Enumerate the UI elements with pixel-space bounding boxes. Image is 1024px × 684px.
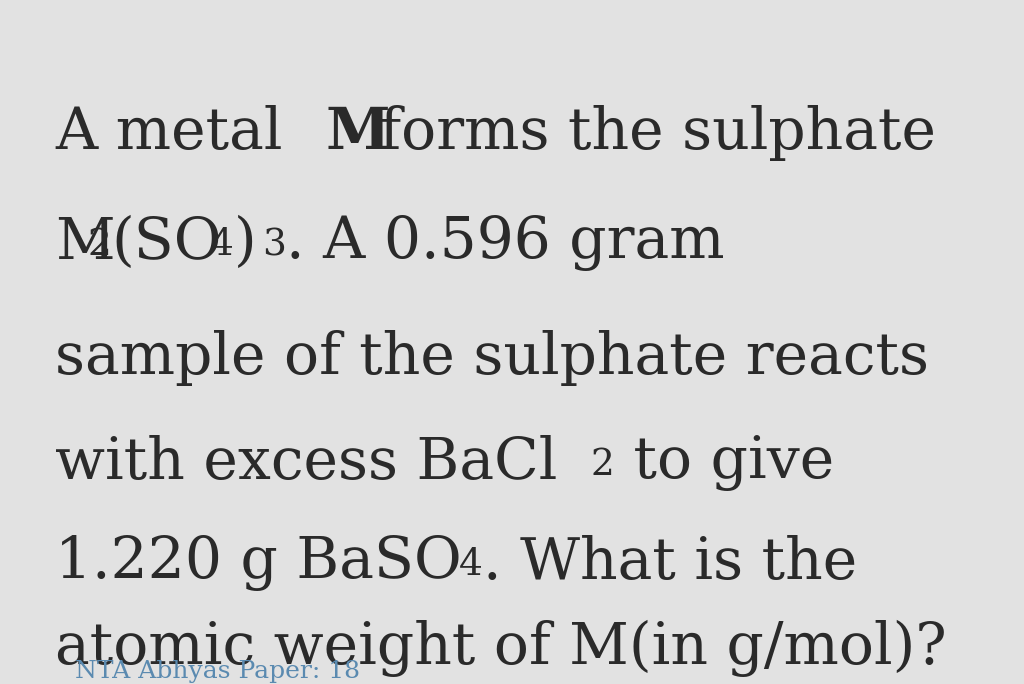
- Text: . A 0.596 gram: . A 0.596 gram: [286, 215, 725, 271]
- Text: A metal: A metal: [55, 105, 301, 161]
- Text: 3: 3: [262, 227, 286, 263]
- Text: 2: 2: [591, 447, 614, 483]
- Text: sample of the sulphate reacts: sample of the sulphate reacts: [55, 330, 929, 386]
- Text: forms the sulphate: forms the sulphate: [361, 105, 936, 161]
- Text: M: M: [55, 215, 115, 271]
- Text: . What is the: . What is the: [483, 535, 857, 591]
- Text: ): ): [233, 215, 256, 271]
- Text: 4: 4: [459, 547, 483, 583]
- Text: 4: 4: [210, 227, 233, 263]
- Text: NTA Abhyas Paper: 18: NTA Abhyas Paper: 18: [75, 660, 360, 683]
- Text: M: M: [326, 105, 390, 161]
- Text: 1.220 g BaSO: 1.220 g BaSO: [55, 535, 462, 591]
- Text: to give: to give: [614, 435, 835, 491]
- Text: 2: 2: [87, 227, 111, 263]
- Text: atomic weight of M(in g/mol)?: atomic weight of M(in g/mol)?: [55, 620, 947, 677]
- Text: with excess BaCl: with excess BaCl: [55, 435, 557, 491]
- Text: (SO: (SO: [111, 215, 221, 271]
